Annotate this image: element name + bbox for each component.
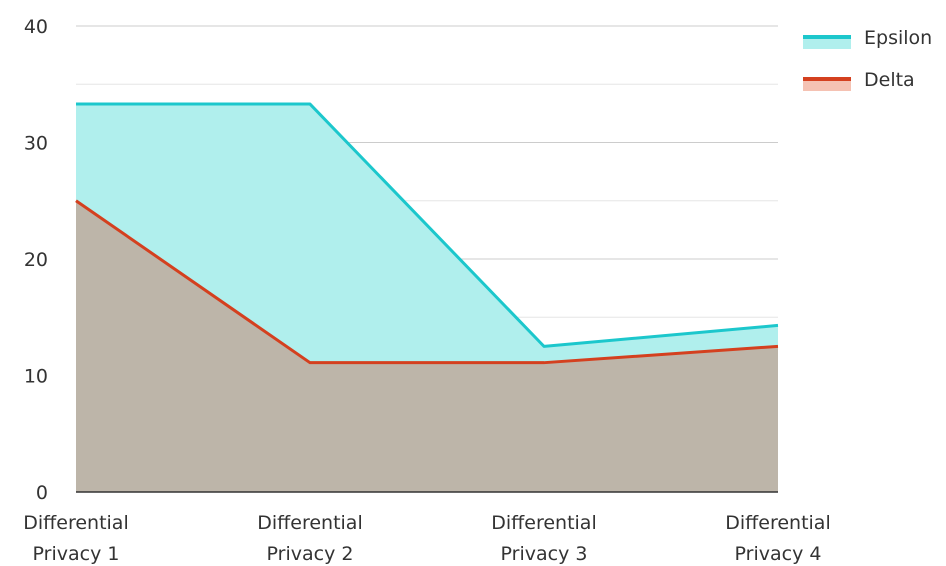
legend-label-epsilon: Epsilon — [864, 27, 932, 49]
y-tick-label: 20 — [24, 249, 48, 271]
x-category-label: Differential Privacy 1 — [23, 512, 128, 565]
y-tick-label: 30 — [24, 133, 48, 155]
y-tick-label: 10 — [24, 366, 48, 388]
y-tick-label: 0 — [36, 482, 48, 504]
area-fills — [76, 104, 778, 493]
area-delta — [76, 200, 778, 492]
x-category-label: Differential Privacy 3 — [491, 512, 596, 565]
line-delta — [75, 199, 779, 365]
y-axis-ticks: 0 10 20 30 40 — [24, 16, 48, 504]
x-category-label: Differential Privacy 4 — [725, 512, 830, 565]
legend-label-delta: Delta — [864, 69, 915, 91]
x-axis-labels: Differential Privacy 1 Differential Privacy… — [23, 512, 830, 565]
legend-swatch-epsilon — [803, 37, 851, 49]
line-epsilon — [76, 102, 779, 348]
y-tick-label: 40 — [24, 16, 48, 38]
series-lines — [75, 102, 779, 365]
legend: Epsilon Delta — [803, 27, 932, 91]
legend-swatch-delta — [803, 79, 851, 91]
x-category-label: Differential Privacy 2 — [257, 512, 362, 565]
